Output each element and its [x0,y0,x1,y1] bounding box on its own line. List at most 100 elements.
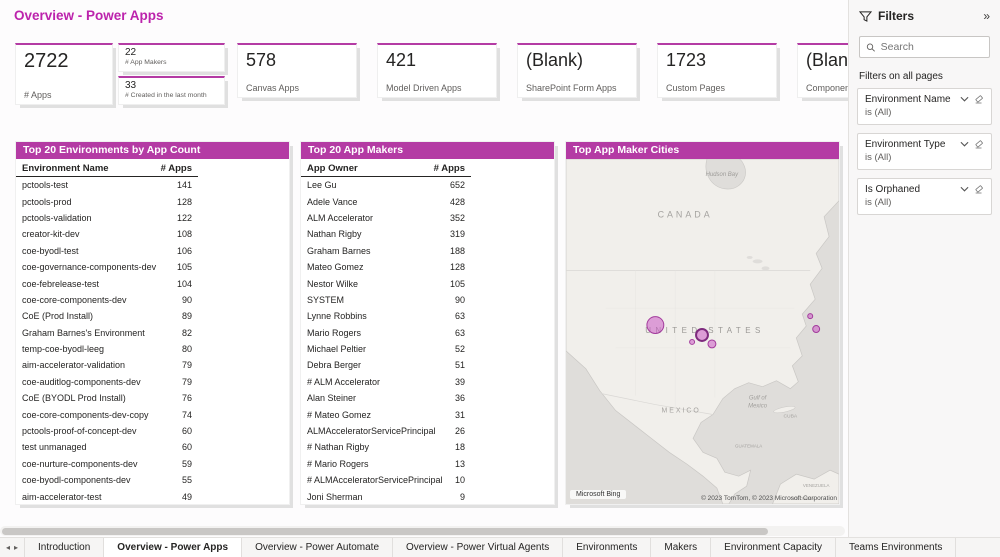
table-row[interactable]: Joni Sherman 9 [301,488,471,504]
table-row[interactable]: Nestor Wilke 105 [301,275,471,291]
table-row[interactable]: CoE (Prod Install) 89 [16,308,198,324]
table-row[interactable]: coe-byodl-components-dev 55 [16,472,198,488]
horizontal-scrollbar-thumb[interactable] [2,527,768,535]
table-row[interactable]: creator-kit-dev 108 [16,226,198,242]
cell-app-count: 82 [181,327,192,338]
table-row[interactable]: aim-accelerator-validation 79 [16,357,198,373]
table-row[interactable]: Lee Gu 652 [301,177,471,193]
city-bubble[interactable] [807,313,814,320]
table-row[interactable]: CoE (BYODL Prod Install) 76 [16,390,198,406]
map-label-canada: CANADA [658,210,713,220]
table-row[interactable]: # Mario Rogers 13 [301,456,471,472]
city-bubble[interactable] [689,338,696,345]
table-row[interactable]: # ALMAcceleratorServicePrincipal 10 [301,472,471,488]
filter-card[interactable]: Environment Type is (All) [857,133,992,170]
table-row[interactable]: ALM Accelerator 352 [301,210,471,226]
table-row[interactable]: Michael Peltier 52 [301,341,471,357]
map-country-borders [566,270,811,415]
cell-app-owner: Debra Berger [307,360,362,371]
column-header-name: App Owner [307,163,358,174]
table-row[interactable]: coe-governance-components-dev 105 [16,259,198,275]
cell-app-owner: # ALM Accelerator [307,376,381,387]
cell-environment-name: aim-accelerator-test [22,491,102,502]
filter-search-box[interactable] [859,36,990,58]
cell-app-owner: Michael Peltier [307,344,367,355]
cell-app-owner: SYSTEM [307,294,345,305]
cell-app-count: 106 [176,245,192,256]
cell-app-count: 89 [181,311,192,322]
page-tab[interactable]: Makers [651,538,712,557]
table-row[interactable]: # ALM Accelerator 39 [301,374,471,390]
page-tab[interactable]: Introduction [25,538,105,557]
table-row[interactable]: Lynne Robbins 63 [301,308,471,324]
city-bubble[interactable] [646,316,665,334]
table-row[interactable]: Graham Barnes 188 [301,243,471,259]
table-row[interactable]: coe-byodl-test 106 [16,243,198,259]
table-row[interactable]: Adele Vance 428 [301,193,471,209]
city-bubble[interactable] [812,325,821,333]
table-row[interactable]: coe-nurture-components-dev 59 [16,456,198,472]
cell-app-count: 13 [454,458,465,469]
table-row[interactable]: Mateo Gomez 128 [301,259,471,275]
city-bubble[interactable] [695,328,709,342]
kpi-value: 1723 [666,50,707,70]
table-row[interactable]: pctools-test 141 [16,177,198,193]
cell-app-count: 63 [454,327,465,338]
cell-app-owner: # Mario Rogers [307,458,369,469]
table-row[interactable]: # Nathan Rigby 18 [301,439,471,455]
horizontal-scrollbar[interactable] [0,526,845,536]
chevron-down-icon[interactable] [960,96,969,102]
map-attribution: © 2023 TomTom, © 2023 Microsoft Corporat… [701,495,837,502]
page-tab[interactable]: Environment Capacity [711,538,836,557]
visual-top-app-maker-cities: Top App Maker Cities [565,141,840,505]
eraser-icon[interactable] [974,94,984,104]
prev-page-icon[interactable]: ◂ [6,543,11,552]
eraser-icon[interactable] [974,139,984,149]
page-tab[interactable]: Teams Environments [836,538,957,557]
map-label-guatemala: GUATEMALA [735,443,762,448]
filter-card[interactable]: Is Orphaned is (All) [857,178,992,215]
page-tab[interactable]: Environments [563,538,652,557]
table-row[interactable]: Graham Barnes's Environment 82 [16,325,198,341]
cell-app-count: 74 [181,409,192,420]
city-bubble[interactable] [707,339,717,349]
table-row[interactable]: coe-auditlog-components-dev 79 [16,374,198,390]
page-title: Overview - Power Apps [14,8,164,23]
table-row[interactable]: # Mateo Gomez 31 [301,406,471,422]
search-input[interactable] [880,41,983,53]
table-row[interactable]: Mario Rogers 63 [301,325,471,341]
table-row[interactable]: temp-coe-byodl-leeg 80 [16,341,198,357]
kpi-card: 421 Model Driven Apps [377,43,497,98]
table-row[interactable]: Alan Steiner 36 [301,390,471,406]
cell-app-count: 79 [181,360,192,371]
page-tab[interactable]: Overview - Power Virtual Agents [393,538,564,557]
next-page-icon[interactable]: ▸ [14,543,19,552]
table-row[interactable]: pctools-prod 128 [16,193,198,209]
eraser-icon[interactable] [974,184,984,194]
map-label-gulf-line2: Mexico [748,404,768,410]
collapse-filters-icon[interactable]: » [983,9,990,23]
table-row[interactable]: pctools-proof-of-concept-dev 60 [16,423,198,439]
table-row[interactable]: coe-core-components-dev 90 [16,292,198,308]
chevron-down-icon[interactable] [960,141,969,147]
map-canvas[interactable]: Hudson Bay CANADA UNITED STATES MEXICO G… [566,159,839,504]
table-row[interactable]: Debra Berger 51 [301,357,471,373]
report-page: Overview - Power Apps 2722 # Apps 22 # A… [0,8,848,536]
page-tab[interactable]: Overview - Power Apps [104,538,243,557]
table-body: Lee Gu 652 Adele Vance 428 ALM Accelerat… [301,177,471,504]
filter-card[interactable]: Environment Name is (All) [857,88,992,125]
table-row[interactable]: test unmanaged 60 [16,439,198,455]
table-row[interactable]: SYSTEM 90 [301,292,471,308]
table-row[interactable]: Nathan Rigby 319 [301,226,471,242]
page-tab[interactable]: Overview - Power Automate [242,538,394,557]
map-label-hudson-bay: Hudson Bay [706,172,739,178]
table-row[interactable]: coe-febrelease-test 104 [16,275,198,291]
table-row[interactable]: aim-accelerator-test 49 [16,488,198,504]
chevron-down-icon[interactable] [960,186,969,192]
table-row[interactable]: coe-core-components-dev-copy 74 [16,406,198,422]
table-row[interactable]: ALMAcceleratorServicePrincipal 26 [301,423,471,439]
cell-app-count: 128 [449,262,465,273]
table-row[interactable]: pctools-validation 122 [16,210,198,226]
cell-app-count: 105 [449,278,465,289]
cell-app-count: 352 [449,212,465,223]
